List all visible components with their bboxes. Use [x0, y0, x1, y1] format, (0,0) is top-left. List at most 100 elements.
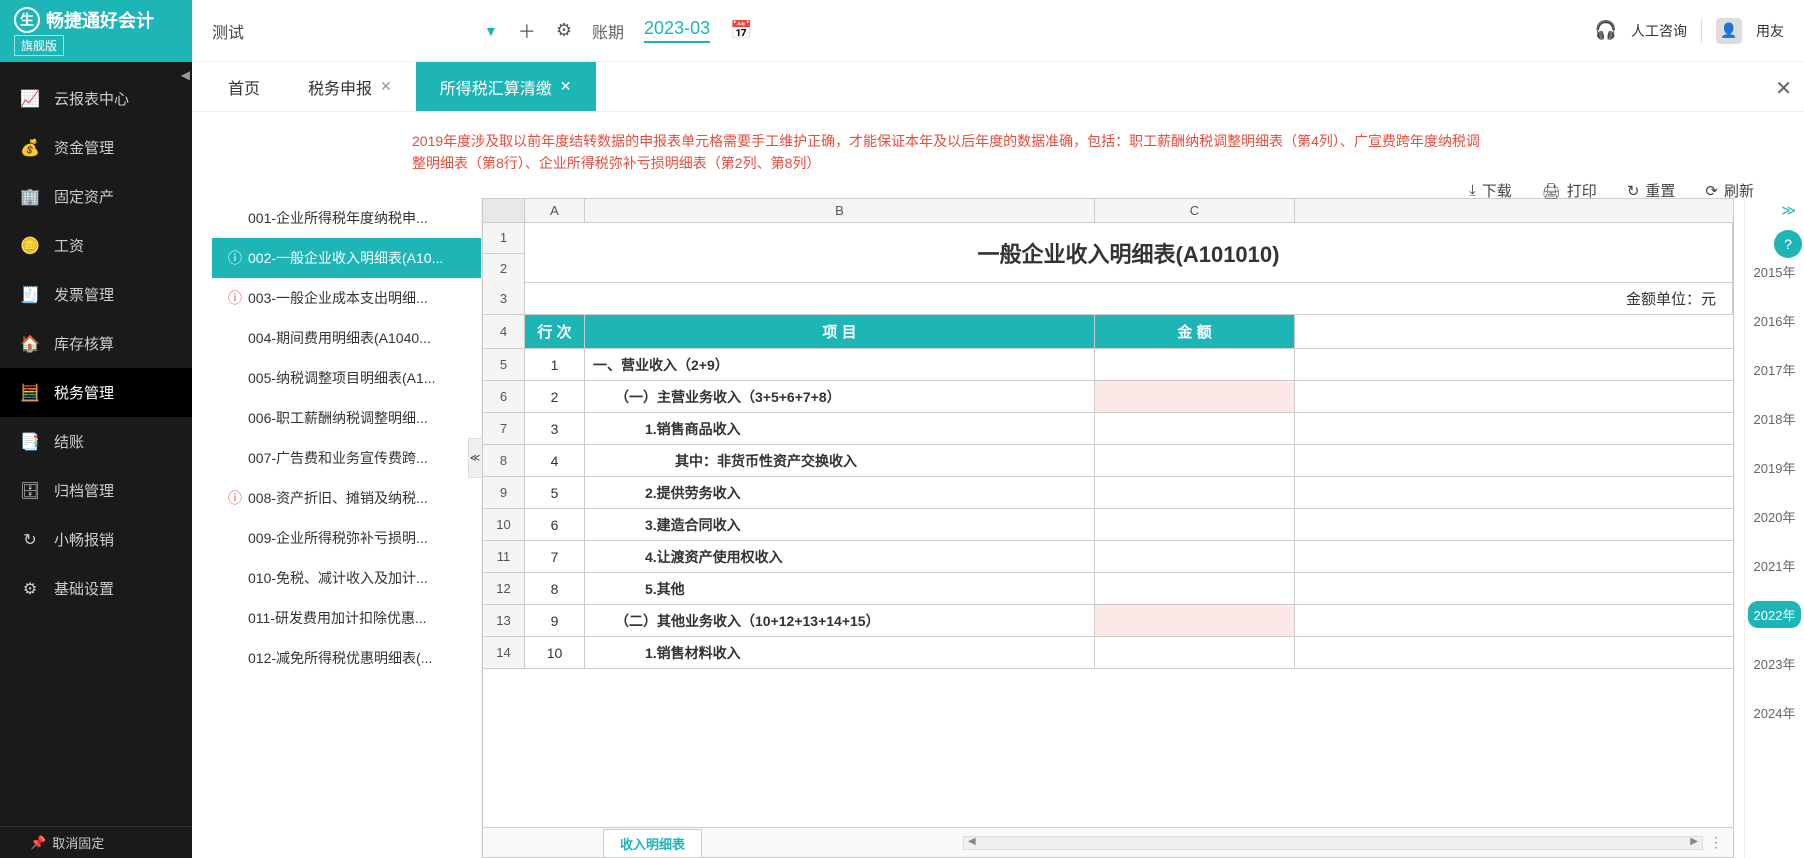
sidebar-item[interactable]: 🏢固定资产	[0, 172, 192, 221]
tab[interactable]: 所得税汇算清缴✕	[416, 62, 596, 111]
unpin-button[interactable]: 📌 取消固定	[0, 826, 192, 858]
cell-seq[interactable]: 9	[525, 605, 585, 636]
headset-icon[interactable]: 🎧	[1595, 20, 1617, 41]
cell-item[interactable]: （二）其他业务收入（10+12+13+14+15）	[585, 605, 1095, 636]
close-all-tabs-icon[interactable]: ✕	[1775, 76, 1792, 101]
form-list-item[interactable]: 006-职工薪酬纳税调整明细...	[212, 398, 481, 438]
form-list-item[interactable]: ⓘ008-资产折旧、摊销及纳税...	[212, 478, 481, 518]
reset-button[interactable]: ↻重置	[1627, 180, 1676, 201]
sidebar-item[interactable]: ⚙基础设置	[0, 564, 192, 613]
cell-seq[interactable]: 7	[525, 541, 585, 572]
cell-seq[interactable]: 10	[525, 637, 585, 668]
col-head-a[interactable]: A	[525, 199, 585, 222]
form-list-item[interactable]: ⓘ002-一般企业收入明细表(A10...	[212, 238, 481, 278]
cell-item[interactable]: 5.其他	[585, 573, 1095, 604]
sheet-tab[interactable]: 收入明细表	[603, 829, 702, 857]
cell-amount[interactable]	[1095, 445, 1295, 476]
refresh-button[interactable]: ⟳刷新	[1705, 180, 1754, 201]
cell-amount[interactable]	[1095, 413, 1295, 444]
form-list-item[interactable]: 009-企业所得税弥补亏损明...	[212, 518, 481, 558]
horizontal-scrollbar[interactable]: ◀ ▶	[963, 836, 1703, 850]
year-item[interactable]: 2018年	[1748, 405, 1802, 432]
cell-amount[interactable]	[1095, 637, 1295, 668]
sidebar-item[interactable]: 🗄归档管理	[0, 466, 192, 515]
cell-item[interactable]: 4.让渡资产使用权收入	[585, 541, 1095, 572]
cell-item[interactable]: （一）主营业务收入（3+5+6+7+8）	[585, 381, 1095, 412]
col-head-b[interactable]: B	[585, 199, 1095, 222]
form-list-item[interactable]: 004-期间费用明细表(A1040...	[212, 318, 481, 358]
calendar-icon[interactable]: 📅	[730, 20, 752, 41]
year-item[interactable]: 2020年	[1748, 503, 1802, 530]
sidebar-item[interactable]: 📈云报表中心	[0, 74, 192, 123]
cell-amount[interactable]	[1095, 477, 1295, 508]
table-row: 139（二）其他业务收入（10+12+13+14+15）	[483, 605, 1733, 637]
sidebar-item[interactable]: 📑结账	[0, 417, 192, 466]
tab[interactable]: 税务申报✕	[284, 62, 416, 111]
cell-seq[interactable]: 1	[525, 349, 585, 380]
form-list-item[interactable]: 010-免税、减计收入及加计...	[212, 558, 481, 598]
form-list-item[interactable]: ⓘ003-一般企业成本支出明细...	[212, 278, 481, 318]
form-item-label: 005-纳税调整项目明细表(A1...	[248, 368, 435, 388]
col-head-c[interactable]: C	[1095, 199, 1295, 222]
close-icon[interactable]: ✕	[380, 78, 392, 95]
help-float-button[interactable]: ?	[1774, 230, 1802, 258]
sidebar-item[interactable]: 🏠库存核算	[0, 319, 192, 368]
download-button[interactable]: ⤓下载	[1469, 180, 1512, 201]
cell-seq[interactable]: 8	[525, 573, 585, 604]
form-list-item[interactable]: 011-研发费用加计扣除优惠...	[212, 598, 481, 638]
cell-seq[interactable]: 2	[525, 381, 585, 412]
close-icon[interactable]: ✕	[560, 78, 572, 95]
print-button[interactable]: 🖨打印	[1542, 180, 1597, 201]
year-item[interactable]: 2021年	[1748, 552, 1802, 579]
year-item[interactable]: 2022年	[1748, 601, 1802, 628]
topbar-right: 🎧 人工咨询 👤 用友	[1595, 18, 1784, 44]
sidebar-item[interactable]: ↻小畅报销	[0, 515, 192, 564]
plus-icon[interactable]: ＋	[518, 18, 536, 44]
sheet-menu-icon[interactable]: ⋮	[1709, 834, 1723, 851]
year-item[interactable]: 2017年	[1748, 356, 1802, 383]
menu-icon: 🗄	[20, 481, 40, 501]
cell-amount[interactable]	[1095, 573, 1295, 604]
cell-item[interactable]: 一、营业收入（2+9）	[585, 349, 1095, 380]
form-list-item[interactable]: 005-纳税调整项目明细表(A1...	[212, 358, 481, 398]
cell-seq[interactable]: 5	[525, 477, 585, 508]
cell-amount[interactable]	[1095, 541, 1295, 572]
tabs: 首页税务申报✕所得税汇算清缴✕✕	[192, 62, 1804, 112]
year-item[interactable]: 2019年	[1748, 454, 1802, 481]
cell-item[interactable]: 2.提供劳务收入	[585, 477, 1095, 508]
tab[interactable]: 首页	[204, 62, 284, 111]
sidebar-item[interactable]: 💰资金管理	[0, 123, 192, 172]
year-item[interactable]: 2016年	[1748, 307, 1802, 334]
form-list-item[interactable]: 007-广告费和业务宣传费跨...	[212, 438, 481, 478]
user-name[interactable]: 用友	[1756, 21, 1784, 41]
cell-seq[interactable]: 4	[525, 445, 585, 476]
year-item[interactable]: 2024年	[1748, 699, 1802, 726]
cell-amount[interactable]	[1095, 509, 1295, 540]
period-value[interactable]: 2023-03	[644, 18, 710, 43]
main: 测试 ▼ ＋ ⚙ 账期 2023-03 📅 🎧 人工咨询 👤 用友 首页税务申报…	[192, 0, 1804, 858]
cell-seq[interactable]: 3	[525, 413, 585, 444]
expand-rail-icon[interactable]: ≫	[1781, 202, 1796, 219]
collapse-handle-icon[interactable]: ≪	[468, 438, 482, 478]
cell-item[interactable]: 3.建造合同收入	[585, 509, 1095, 540]
cell-seq[interactable]: 6	[525, 509, 585, 540]
cell-item[interactable]: 其中：非货币性资产交换收入	[585, 445, 1095, 476]
cell-amount[interactable]	[1095, 381, 1295, 412]
org-selector[interactable]: 测试 ▼	[212, 19, 498, 43]
sidebar-collapse-icon[interactable]: ◀	[181, 68, 190, 82]
form-list-item[interactable]: 012-减免所得税优惠明细表(...	[212, 638, 481, 678]
year-item[interactable]: 2015年	[1748, 258, 1802, 285]
gear-icon[interactable]: ⚙	[556, 20, 572, 41]
sidebar-item[interactable]: 🪙工资	[0, 221, 192, 270]
cell-item[interactable]: 1.销售商品收入	[585, 413, 1095, 444]
support-link[interactable]: 人工咨询	[1631, 21, 1687, 41]
cell-amount[interactable]	[1095, 605, 1295, 636]
avatar[interactable]: 👤	[1716, 18, 1742, 44]
sidebar-item[interactable]: 🧾发票管理	[0, 270, 192, 319]
year-item[interactable]: 2023年	[1748, 650, 1802, 677]
cell-amount[interactable]	[1095, 349, 1295, 380]
sidebar-item[interactable]: 🧮税务管理	[0, 368, 192, 417]
menu-label: 库存核算	[54, 333, 114, 354]
form-list-item[interactable]: 001-企业所得税年度纳税申...	[212, 198, 481, 238]
cell-item[interactable]: 1.销售材料收入	[585, 637, 1095, 668]
